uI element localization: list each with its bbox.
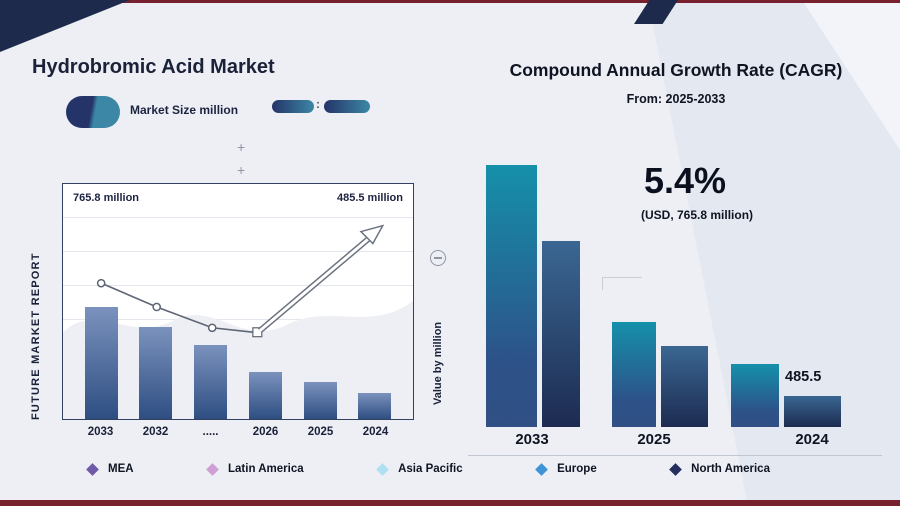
header-pill-decoration	[324, 100, 370, 113]
left-axis-label: .....	[202, 426, 219, 438]
left-bar	[358, 393, 392, 419]
left-axis-label: 2026	[252, 426, 279, 438]
vertical-report-label: FUTURE MARKET REPORT	[30, 252, 42, 420]
trend-arrow	[96, 224, 385, 338]
cagr-bar-group	[612, 322, 708, 427]
left-chart-x-labels: 2033 2032..... 2026 2025 2024	[62, 426, 414, 438]
market-size-legend-label: Market Size million	[130, 103, 239, 117]
diamond-icon	[669, 462, 683, 476]
right-bar	[661, 346, 708, 427]
legend-item: North America	[669, 462, 770, 476]
left-axis-label: 2024	[362, 426, 389, 438]
header-pill-decoration	[272, 100, 314, 113]
diamond-icon	[86, 462, 99, 476]
plus-decoration-icon: +	[237, 139, 246, 155]
market-size-legend-pill	[66, 96, 120, 128]
left-axis-label: 2033	[87, 426, 114, 438]
diamond-icon	[376, 462, 389, 476]
x-axis-line	[468, 455, 882, 456]
right-bar	[542, 241, 580, 427]
right-axis-label: 2024	[795, 431, 829, 448]
legend-label: Europe	[557, 463, 597, 475]
legend-item: MEA	[86, 462, 134, 476]
legend-label: Latin America	[228, 463, 304, 475]
right-axis-label: 2025	[637, 431, 671, 448]
cagr-period: From: 2025-2033	[626, 92, 726, 106]
legend-label: MEA	[108, 463, 134, 475]
cagr-value: 5.4%	[644, 160, 727, 201]
cagr-bar-group	[731, 364, 841, 427]
legend-row: MEA Latin America Asia Pacific Europe North …	[86, 462, 770, 476]
left-bar	[139, 327, 173, 419]
legend-item: Latin America	[206, 462, 304, 476]
pill-separator: :	[316, 97, 320, 111]
minus-circle-icon	[430, 250, 446, 266]
left-chart-bars	[63, 307, 413, 419]
legend-item: Europe	[535, 462, 597, 476]
left-bar	[303, 382, 337, 419]
left-axis-label: 2032	[142, 426, 169, 438]
diamond-icon	[206, 462, 219, 476]
page-title: Hydrobromic Acid Market	[32, 56, 275, 78]
corner-triangle-decoration	[0, 0, 130, 52]
left-bar	[248, 372, 282, 419]
value-485-label: 485.5	[785, 369, 822, 385]
legend-item: Asia Pacific	[376, 462, 463, 476]
right-axis-label: 2033	[515, 431, 549, 448]
step-decoration	[602, 277, 642, 290]
legend-label: North America	[691, 463, 770, 475]
diamond-icon	[535, 462, 548, 476]
market-value-label-end: 485.5 million	[336, 192, 403, 204]
right-bar	[486, 165, 537, 427]
right-bar	[784, 396, 841, 427]
legend-label: Asia Pacific	[398, 463, 463, 475]
left-bar	[194, 345, 228, 419]
cagr-note: (USD, 765.8 million)	[641, 208, 754, 222]
market-value-label-start: 765.8 million	[73, 192, 140, 204]
left-bar	[84, 307, 118, 419]
cagr-bar-group	[486, 165, 580, 427]
market-size-chart: 765.8 million 485.5 million	[62, 183, 414, 420]
plus-decoration-icon: +	[237, 162, 246, 178]
top-border-accent	[0, 0, 900, 3]
cagr-title: Compound Annual Growth Rate (CAGR)	[509, 60, 843, 80]
value-axis-label: Value by million	[432, 321, 444, 405]
right-bar	[612, 322, 656, 427]
bottom-border-accent	[0, 500, 900, 506]
left-axis-label: 2025	[307, 426, 334, 438]
right-bar	[731, 364, 779, 427]
